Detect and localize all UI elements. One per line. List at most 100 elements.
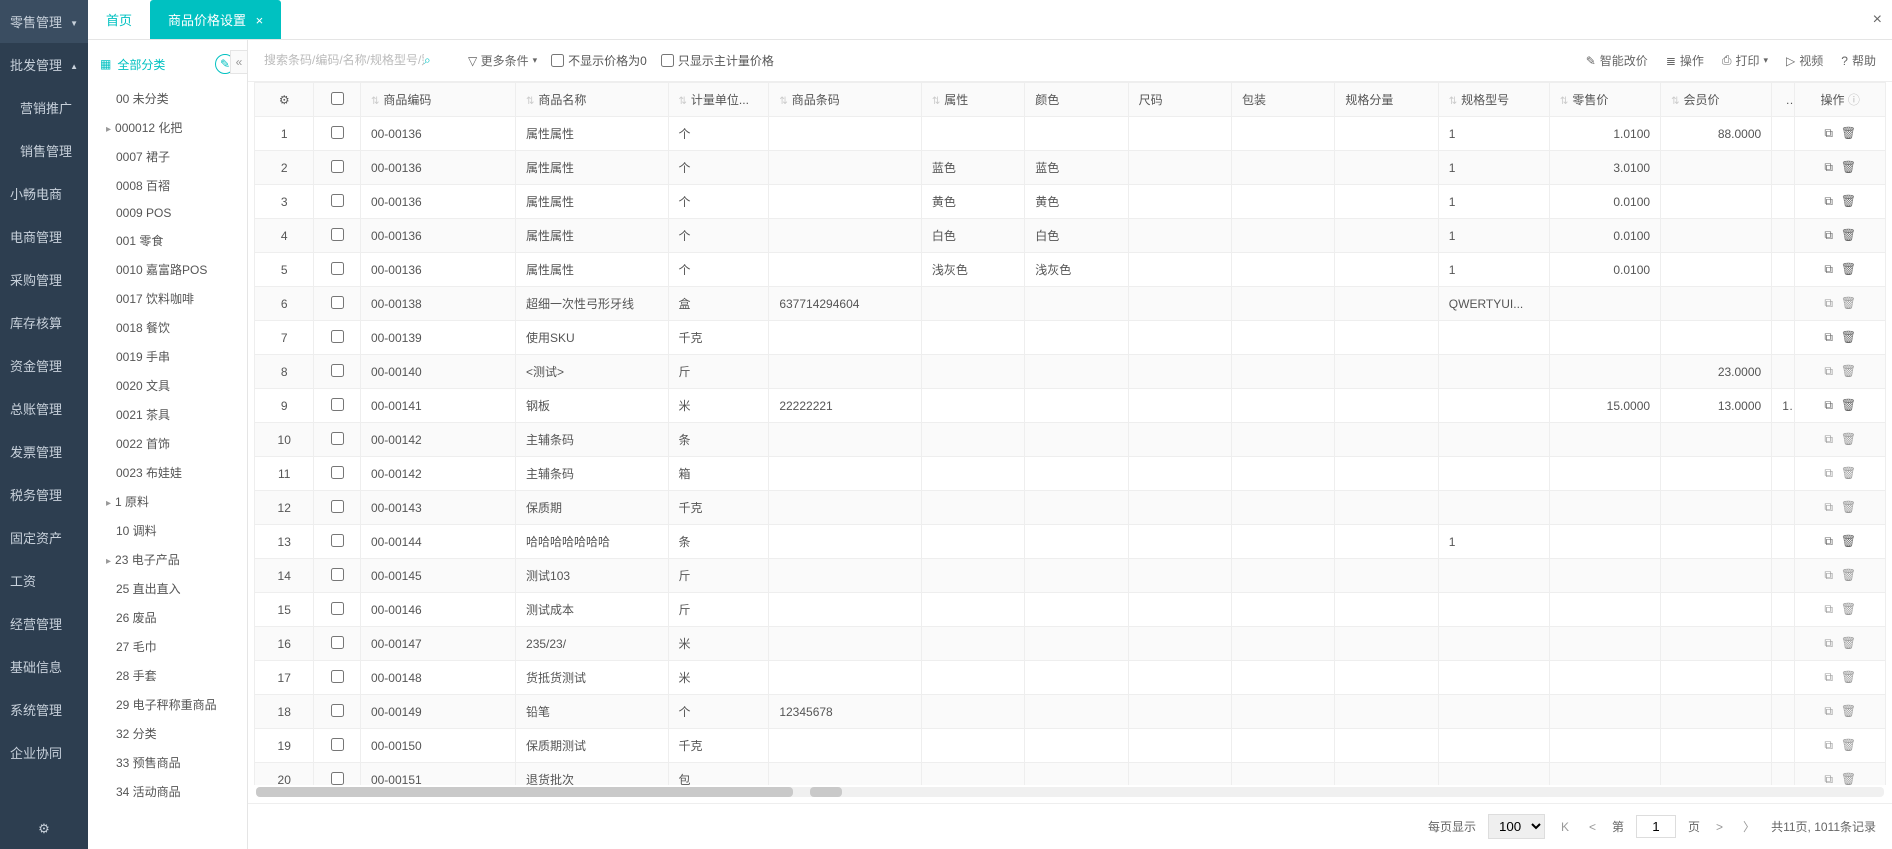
row-checkbox[interactable] [314, 695, 361, 729]
row-checkbox[interactable] [314, 729, 361, 763]
row-checkbox-input[interactable] [331, 568, 344, 581]
row-checkbox[interactable] [314, 321, 361, 355]
row-checkbox-input[interactable] [331, 704, 344, 717]
sidebar-item[interactable]: 销售管理 [0, 129, 88, 172]
sidebar-item[interactable]: 企业协同 [0, 731, 88, 774]
last-page-button[interactable]: 〉 [1739, 818, 1759, 835]
category-tree-item[interactable]: 0009 POS [88, 200, 247, 226]
row-delete-icon[interactable]: 🗑 [1841, 534, 1856, 549]
category-tree-item[interactable]: 0022 首饰 [88, 429, 247, 458]
col-color[interactable]: 颜色 [1025, 83, 1128, 117]
settings-gear-icon[interactable]: ⚙ [0, 809, 88, 849]
category-tree-item[interactable]: 10 调料 [88, 516, 247, 545]
col-settings[interactable]: ⚙ [255, 83, 314, 117]
search-input[interactable] [264, 53, 424, 67]
category-tree-item[interactable]: 0018 餐饮 [88, 313, 247, 342]
page-size-select[interactable]: 100 [1488, 814, 1545, 839]
category-tree-item[interactable]: 00 未分类 [88, 84, 247, 113]
row-delete-icon[interactable]: 🗑 [1841, 194, 1856, 209]
row-checkbox-input[interactable] [331, 160, 344, 173]
horizontal-scrollbar[interactable] [256, 787, 1884, 797]
prev-page-button[interactable]: < [1585, 820, 1600, 834]
tabs-close-all-icon[interactable]: × [1873, 11, 1882, 29]
row-checkbox[interactable] [314, 763, 361, 786]
category-tree-item[interactable]: 0020 文具 [88, 371, 247, 400]
col-specmodel[interactable]: ⇅规格型号 [1438, 83, 1549, 117]
operate-button[interactable]: ≣ 操作 [1666, 52, 1704, 69]
row-delete-icon[interactable]: 🗑 [1841, 398, 1856, 413]
sidebar-item[interactable]: 小畅电商 [0, 172, 88, 215]
col-specqty[interactable]: 规格分量 [1335, 83, 1438, 117]
search-icon[interactable]: ⌕ [424, 53, 431, 68]
row-checkbox-input[interactable] [331, 330, 344, 343]
row-delete-icon[interactable]: 🗑 [1841, 160, 1856, 175]
row-checkbox[interactable] [314, 253, 361, 287]
category-tree-item[interactable]: 29 电子秤称重商品 [88, 690, 247, 719]
row-copy-icon[interactable]: ⧉ [1824, 126, 1833, 141]
sidebar-item[interactable]: 批发管理 [0, 43, 88, 86]
row-checkbox-input[interactable] [331, 296, 344, 309]
page-number-input[interactable] [1636, 815, 1676, 838]
category-tree-item[interactable]: 25 直出直入 [88, 574, 247, 603]
row-checkbox-input[interactable] [331, 398, 344, 411]
sidebar-item[interactable]: 基础信息 [0, 645, 88, 688]
category-tree-item[interactable]: 26 废品 [88, 603, 247, 632]
col-code[interactable]: ⇅商品编码 [360, 83, 515, 117]
category-tree-item[interactable]: 1 原料 [88, 487, 247, 516]
row-checkbox[interactable] [314, 185, 361, 219]
category-tree-item[interactable]: 000012 化把 [88, 113, 247, 142]
row-checkbox[interactable] [314, 287, 361, 321]
row-delete-icon[interactable]: 🗑 [1841, 126, 1856, 141]
row-checkbox-input[interactable] [331, 194, 344, 207]
row-delete-icon[interactable]: 🗑 [1841, 262, 1856, 277]
col-barcode[interactable]: ⇅商品条码 [769, 83, 922, 117]
category-tree-item[interactable]: 0010 嘉富路POS [88, 255, 247, 284]
col-retail[interactable]: ⇅零售价 [1549, 83, 1660, 117]
collapse-tree-icon[interactable]: « [230, 50, 248, 74]
category-tree-item[interactable]: 0019 手串 [88, 342, 247, 371]
hide-zero-input[interactable] [551, 54, 564, 67]
row-checkbox[interactable] [314, 389, 361, 423]
row-checkbox[interactable] [314, 355, 361, 389]
hide-zero-price-checkbox[interactable]: 不显示价格为0 [551, 52, 647, 69]
row-checkbox-input[interactable] [331, 228, 344, 241]
smart-edit-button[interactable]: ✎ 智能改价 [1586, 52, 1648, 69]
category-tree-item[interactable]: 28 手套 [88, 661, 247, 690]
row-checkbox-input[interactable] [331, 670, 344, 683]
tab-price-settings[interactable]: 商品价格设置 × [150, 0, 281, 39]
row-copy-icon[interactable]: ⧉ [1824, 194, 1833, 209]
category-tree-item[interactable]: 34 活动商品 [88, 777, 247, 806]
row-checkbox-input[interactable] [331, 262, 344, 275]
col-member[interactable]: ⇅会员价 [1661, 83, 1772, 117]
col-name[interactable]: ⇅商品名称 [516, 83, 669, 117]
row-checkbox-input[interactable] [331, 126, 344, 139]
col-attr[interactable]: ⇅属性 [921, 83, 1024, 117]
sidebar-item[interactable]: 经营管理 [0, 602, 88, 645]
row-copy-icon[interactable]: ⧉ [1824, 534, 1833, 549]
sidebar-item[interactable]: 工资 [0, 559, 88, 602]
row-checkbox-input[interactable] [331, 466, 344, 479]
sidebar-item[interactable]: 资金管理 [0, 344, 88, 387]
row-copy-icon[interactable]: ⧉ [1824, 228, 1833, 243]
sidebar-item[interactable]: 采购管理 [0, 258, 88, 301]
print-button[interactable]: ⎙ 打印 ▾ [1722, 52, 1768, 69]
sidebar-item[interactable]: 系统管理 [0, 688, 88, 731]
info-icon[interactable]: ⓘ [1848, 93, 1860, 107]
only-main-input[interactable] [661, 54, 674, 67]
sidebar-item[interactable]: 固定资产 [0, 516, 88, 559]
sidebar-item[interactable]: 库存核算 [0, 301, 88, 344]
row-checkbox[interactable] [314, 457, 361, 491]
sidebar-item[interactable]: 电商管理 [0, 215, 88, 258]
row-copy-icon[interactable]: ⧉ [1824, 160, 1833, 175]
category-all-label[interactable]: 全部分类 [117, 56, 165, 73]
row-checkbox-input[interactable] [331, 364, 344, 377]
col-size[interactable]: 尺码 [1128, 83, 1231, 117]
row-checkbox[interactable] [314, 219, 361, 253]
row-delete-icon[interactable]: 🗑 [1841, 330, 1856, 345]
row-checkbox[interactable] [314, 491, 361, 525]
more-conditions-button[interactable]: ▽ 更多条件 ▾ [468, 52, 537, 69]
row-checkbox-input[interactable] [331, 738, 344, 751]
row-checkbox-input[interactable] [331, 772, 344, 785]
row-checkbox[interactable] [314, 627, 361, 661]
category-tree-item[interactable]: 27 毛巾 [88, 632, 247, 661]
